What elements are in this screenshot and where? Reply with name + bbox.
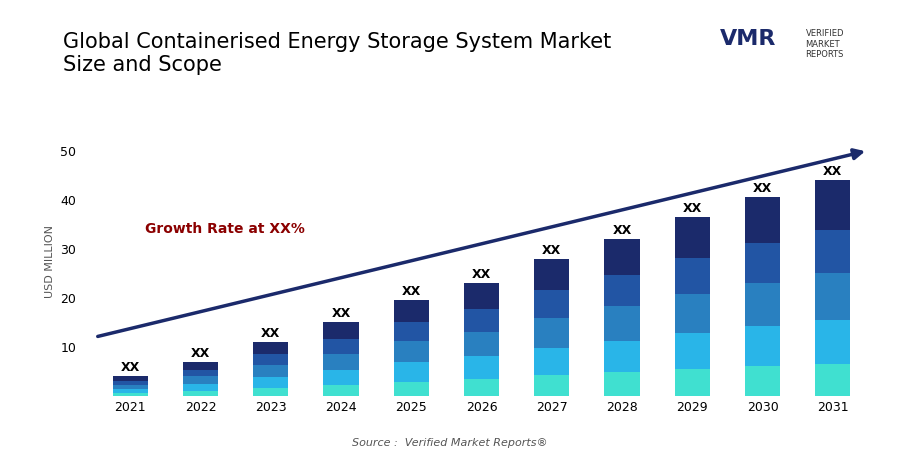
Bar bbox=[745, 283, 780, 326]
Text: XX: XX bbox=[191, 346, 210, 360]
Bar bbox=[535, 348, 570, 375]
Text: XX: XX bbox=[683, 202, 702, 215]
Text: XX: XX bbox=[753, 182, 772, 195]
Text: XX: XX bbox=[121, 361, 140, 374]
Text: VMR: VMR bbox=[720, 29, 777, 49]
Bar bbox=[605, 275, 640, 306]
Bar bbox=[183, 376, 218, 384]
Bar bbox=[112, 389, 148, 393]
Bar bbox=[815, 180, 850, 230]
Bar bbox=[464, 379, 500, 396]
Bar bbox=[535, 290, 570, 318]
Text: Growth Rate at XX%: Growth Rate at XX% bbox=[145, 221, 305, 236]
Bar bbox=[183, 362, 218, 369]
Bar bbox=[253, 377, 288, 388]
Bar bbox=[464, 283, 500, 309]
Bar bbox=[323, 354, 358, 370]
Bar bbox=[253, 365, 288, 377]
Bar bbox=[535, 318, 570, 348]
Text: Source :  Verified Market Reports®: Source : Verified Market Reports® bbox=[352, 438, 548, 448]
Bar bbox=[535, 375, 570, 396]
Bar bbox=[535, 259, 570, 290]
Bar bbox=[464, 356, 500, 379]
Bar bbox=[112, 376, 148, 381]
Bar bbox=[815, 273, 850, 320]
Bar bbox=[815, 364, 850, 396]
Bar bbox=[745, 197, 780, 243]
Bar bbox=[253, 355, 288, 365]
Bar bbox=[745, 243, 780, 283]
Bar bbox=[464, 309, 500, 332]
Bar bbox=[112, 381, 148, 385]
Bar bbox=[605, 306, 640, 341]
Bar bbox=[605, 341, 640, 373]
Bar bbox=[323, 339, 358, 354]
Bar bbox=[745, 366, 780, 396]
Bar bbox=[323, 322, 358, 339]
Bar bbox=[183, 369, 218, 376]
Text: XX: XX bbox=[331, 307, 351, 320]
Text: XX: XX bbox=[401, 285, 421, 298]
Bar bbox=[815, 320, 850, 364]
Bar bbox=[675, 333, 710, 369]
Bar bbox=[393, 342, 428, 363]
Bar bbox=[745, 326, 780, 366]
Bar bbox=[605, 239, 640, 275]
Bar bbox=[183, 384, 218, 391]
Y-axis label: USD MILLION: USD MILLION bbox=[45, 225, 55, 297]
Bar bbox=[393, 300, 428, 322]
Bar bbox=[675, 217, 710, 258]
Bar bbox=[675, 258, 710, 294]
Bar bbox=[393, 322, 428, 342]
Bar bbox=[323, 370, 358, 385]
Bar bbox=[112, 385, 148, 389]
Bar bbox=[393, 363, 428, 382]
Text: Global Containerised Energy Storage System Market
Size and Scope: Global Containerised Energy Storage Syst… bbox=[63, 32, 611, 75]
Text: XX: XX bbox=[472, 268, 491, 281]
Text: XX: XX bbox=[542, 243, 562, 256]
Bar bbox=[253, 388, 288, 396]
Bar bbox=[675, 369, 710, 396]
Bar bbox=[815, 230, 850, 273]
Bar bbox=[393, 382, 428, 396]
Text: XX: XX bbox=[261, 327, 280, 340]
Bar bbox=[464, 332, 500, 356]
Bar bbox=[675, 294, 710, 333]
Bar bbox=[112, 393, 148, 396]
Bar bbox=[323, 385, 358, 396]
Text: XX: XX bbox=[824, 165, 842, 178]
Bar bbox=[253, 342, 288, 355]
Text: VERIFIED
MARKET
REPORTS: VERIFIED MARKET REPORTS bbox=[806, 29, 844, 59]
Bar bbox=[183, 391, 218, 396]
Text: XX: XX bbox=[612, 224, 632, 237]
Bar bbox=[605, 373, 640, 396]
